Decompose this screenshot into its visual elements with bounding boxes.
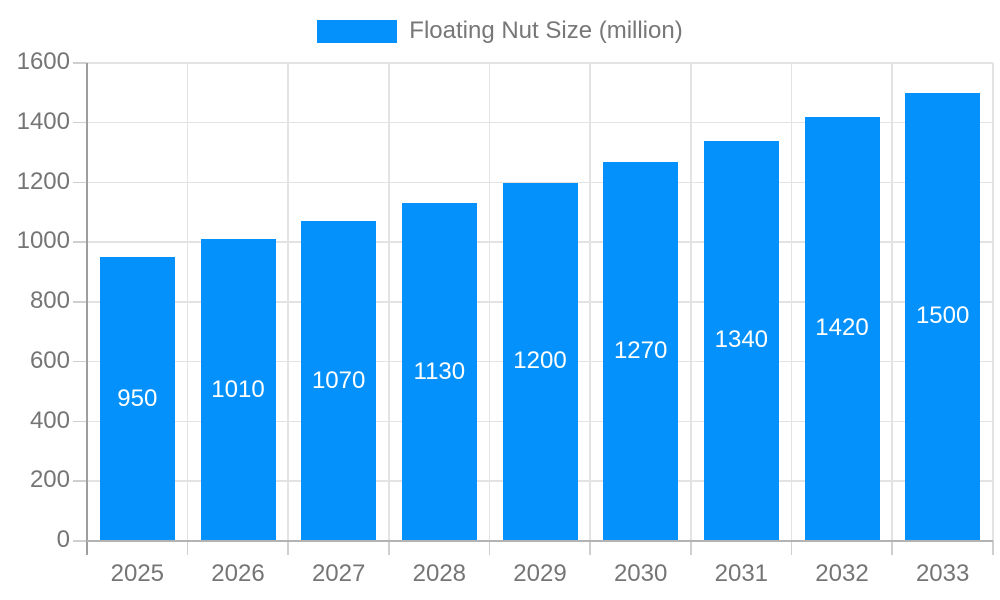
bar-value-label: 1420 bbox=[815, 314, 869, 342]
x-gridline bbox=[690, 63, 692, 541]
y-axis-label: 200 bbox=[29, 466, 70, 494]
x-axis-tick bbox=[690, 541, 692, 555]
y-axis-label: 600 bbox=[29, 346, 70, 374]
y-axis-label: 1000 bbox=[16, 227, 70, 255]
x-gridline bbox=[891, 63, 893, 541]
bar-2027: 1070 bbox=[301, 221, 377, 540]
y-gridline bbox=[87, 181, 993, 183]
x-axis-tick bbox=[992, 541, 994, 555]
y-axis-tick bbox=[73, 62, 87, 64]
y-axis-tick bbox=[73, 121, 87, 124]
y-axis-label: 800 bbox=[29, 287, 70, 314]
x-gridline bbox=[388, 63, 390, 541]
y-axis-line bbox=[86, 63, 88, 555]
y-gridline bbox=[87, 121, 993, 124]
y-gridline bbox=[87, 62, 993, 64]
bar-value-label: 1070 bbox=[311, 366, 366, 394]
x-axis-tick bbox=[388, 541, 390, 555]
x-axis-label: 2027 bbox=[311, 560, 366, 587]
bar-2025: 950 bbox=[99, 257, 175, 540]
legend-label: Floating Nut Size (million) bbox=[409, 17, 683, 44]
bar-value-label: 1010 bbox=[211, 375, 265, 403]
x-axis-tick bbox=[891, 541, 893, 555]
x-axis-label: 2029 bbox=[513, 560, 567, 587]
x-axis-tick bbox=[186, 541, 189, 555]
x-axis-label: 2025 bbox=[110, 560, 165, 587]
bar-value-label: 1130 bbox=[413, 357, 466, 385]
x-axis-label: 2033 bbox=[915, 560, 970, 587]
x-gridline bbox=[790, 63, 793, 541]
y-axis-tick bbox=[73, 420, 87, 422]
bar-2033: 1500 bbox=[905, 92, 981, 540]
y-axis-tick bbox=[73, 540, 87, 542]
y-axis-label: 1400 bbox=[16, 107, 70, 135]
y-axis-label: 400 bbox=[29, 406, 70, 434]
x-axis-label: 2026 bbox=[211, 560, 265, 587]
bar-value-label: 1340 bbox=[714, 326, 769, 354]
y-axis-tick bbox=[73, 241, 87, 243]
legend[interactable]: Floating Nut Size (million) bbox=[0, 16, 1000, 46]
bar-2031: 1340 bbox=[703, 140, 779, 540]
x-axis-tick bbox=[488, 541, 491, 555]
bar-value-label: 1500 bbox=[915, 302, 970, 330]
bar-value-label: 1270 bbox=[613, 336, 668, 364]
bar-2032: 1420 bbox=[804, 116, 880, 540]
x-gridline bbox=[287, 63, 289, 541]
bar-value-label: 950 bbox=[117, 384, 158, 412]
bar-2029: 1200 bbox=[502, 182, 578, 540]
x-gridline bbox=[186, 63, 189, 541]
x-axis-line bbox=[87, 540, 993, 542]
legend-swatch-icon bbox=[317, 19, 398, 43]
y-axis-tick bbox=[73, 360, 87, 363]
x-gridline bbox=[488, 63, 491, 541]
y-axis-tick bbox=[73, 301, 87, 303]
y-axis-tick bbox=[73, 480, 87, 482]
y-axis-label: 1600 bbox=[16, 48, 70, 75]
x-axis-tick bbox=[287, 541, 289, 555]
bar-2026: 1010 bbox=[200, 239, 276, 540]
x-gridline bbox=[589, 63, 591, 541]
bar-value-label: 1200 bbox=[513, 347, 567, 375]
x-axis-label: 2031 bbox=[714, 560, 769, 587]
x-axis-tick bbox=[790, 541, 793, 555]
bar-2030: 1270 bbox=[603, 161, 679, 540]
x-gridline bbox=[992, 63, 994, 541]
bar-2028: 1130 bbox=[401, 203, 477, 540]
x-axis-label: 2032 bbox=[815, 560, 869, 587]
x-axis-tick bbox=[589, 541, 591, 555]
y-axis-label: 0 bbox=[56, 526, 70, 553]
y-axis-label: 1200 bbox=[16, 167, 70, 195]
x-axis-label: 2028 bbox=[412, 560, 467, 587]
x-axis-label: 2030 bbox=[613, 560, 668, 587]
y-axis-tick bbox=[73, 181, 87, 183]
